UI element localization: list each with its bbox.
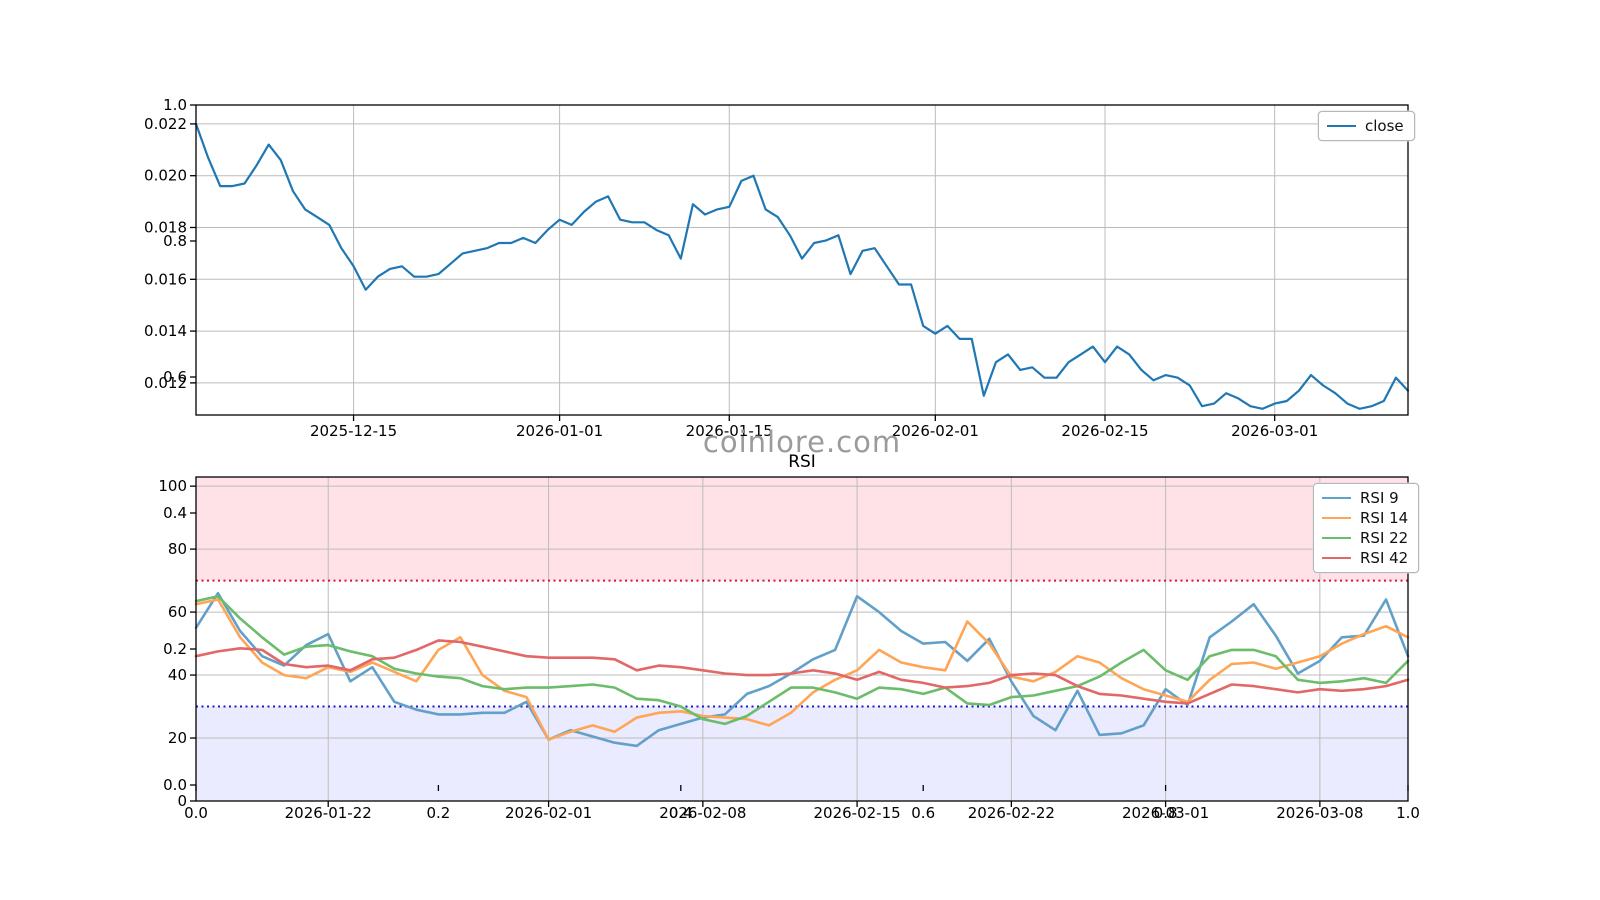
svg-text:1.0: 1.0: [1396, 804, 1420, 822]
svg-text:2026-03-08: 2026-03-08: [1276, 804, 1363, 822]
svg-text:0.2: 0.2: [163, 640, 187, 658]
svg-text:100: 100: [158, 477, 187, 495]
svg-text:0.0: 0.0: [184, 804, 208, 822]
svg-text:0: 0: [177, 792, 187, 810]
rsi-plot-area: [196, 477, 1408, 801]
svg-text:0.022: 0.022: [144, 115, 187, 133]
svg-text:2026-02-08: 2026-02-08: [659, 804, 746, 822]
svg-text:0.6: 0.6: [163, 368, 187, 386]
rsi-chart-title: RSI: [788, 452, 816, 472]
svg-text:0.4: 0.4: [669, 804, 693, 822]
rsi22-line-swatch: [1322, 537, 1351, 539]
legend-item-rsi42: RSI 42: [1322, 548, 1408, 568]
svg-text:2026-02-01: 2026-02-01: [505, 804, 592, 822]
rsi14-line-swatch: [1322, 517, 1351, 519]
legend-item-close: close: [1327, 116, 1404, 136]
legend-rsi: RSI 9 RSI 14 RSI 22 RSI 42: [1313, 483, 1420, 573]
svg-text:2025-12-15: 2025-12-15: [310, 422, 397, 440]
price-plot-area: [196, 105, 1408, 415]
svg-text:2026-02-22: 2026-02-22: [968, 804, 1055, 822]
svg-text:0.014: 0.014: [144, 322, 187, 340]
svg-text:0.2: 0.2: [426, 804, 450, 822]
legend-label-rsi14: RSI 14: [1360, 509, 1409, 527]
legend-item-rsi9: RSI 9: [1322, 488, 1408, 508]
svg-text:2026-02-01: 2026-02-01: [892, 422, 979, 440]
svg-text:80: 80: [168, 540, 187, 558]
svg-text:0.016: 0.016: [144, 270, 187, 288]
legend-item-rsi22: RSI 22: [1322, 528, 1408, 548]
svg-text:0.8: 0.8: [1154, 804, 1178, 822]
svg-text:0.020: 0.020: [144, 167, 187, 185]
svg-text:2026-03-01: 2026-03-01: [1122, 804, 1209, 822]
legend-label-close: close: [1365, 117, 1404, 135]
svg-text:2026-01-22: 2026-01-22: [285, 804, 372, 822]
legend-label-rsi9: RSI 9: [1360, 489, 1399, 507]
svg-text:0.6: 0.6: [911, 804, 935, 822]
svg-text:0.018: 0.018: [144, 218, 187, 236]
svg-text:1.0: 1.0: [163, 96, 187, 114]
svg-text:2026-02-15: 2026-02-15: [1061, 422, 1148, 440]
svg-text:0.0: 0.0: [163, 776, 187, 794]
svg-text:2026-01-01: 2026-01-01: [516, 422, 603, 440]
legend-item-rsi14: RSI 14: [1322, 508, 1408, 528]
svg-text:2026-01-15: 2026-01-15: [686, 422, 773, 440]
legend-close: close: [1318, 111, 1415, 141]
svg-text:0.4: 0.4: [163, 504, 187, 522]
svg-text:40: 40: [168, 666, 187, 684]
svg-text:2026-02-15: 2026-02-15: [813, 804, 900, 822]
svg-text:0.012: 0.012: [144, 374, 187, 392]
svg-text:60: 60: [168, 603, 187, 621]
rsi42-line-swatch: [1322, 557, 1351, 559]
svg-text:2026-03-01: 2026-03-01: [1231, 422, 1318, 440]
rsi9-line-swatch: [1322, 497, 1351, 499]
legend-label-rsi22: RSI 22: [1360, 529, 1409, 547]
svg-text:0.8: 0.8: [163, 232, 187, 250]
legend-label-rsi42: RSI 42: [1360, 549, 1409, 567]
svg-text:20: 20: [168, 729, 187, 747]
close-line-swatch: [1327, 125, 1356, 127]
